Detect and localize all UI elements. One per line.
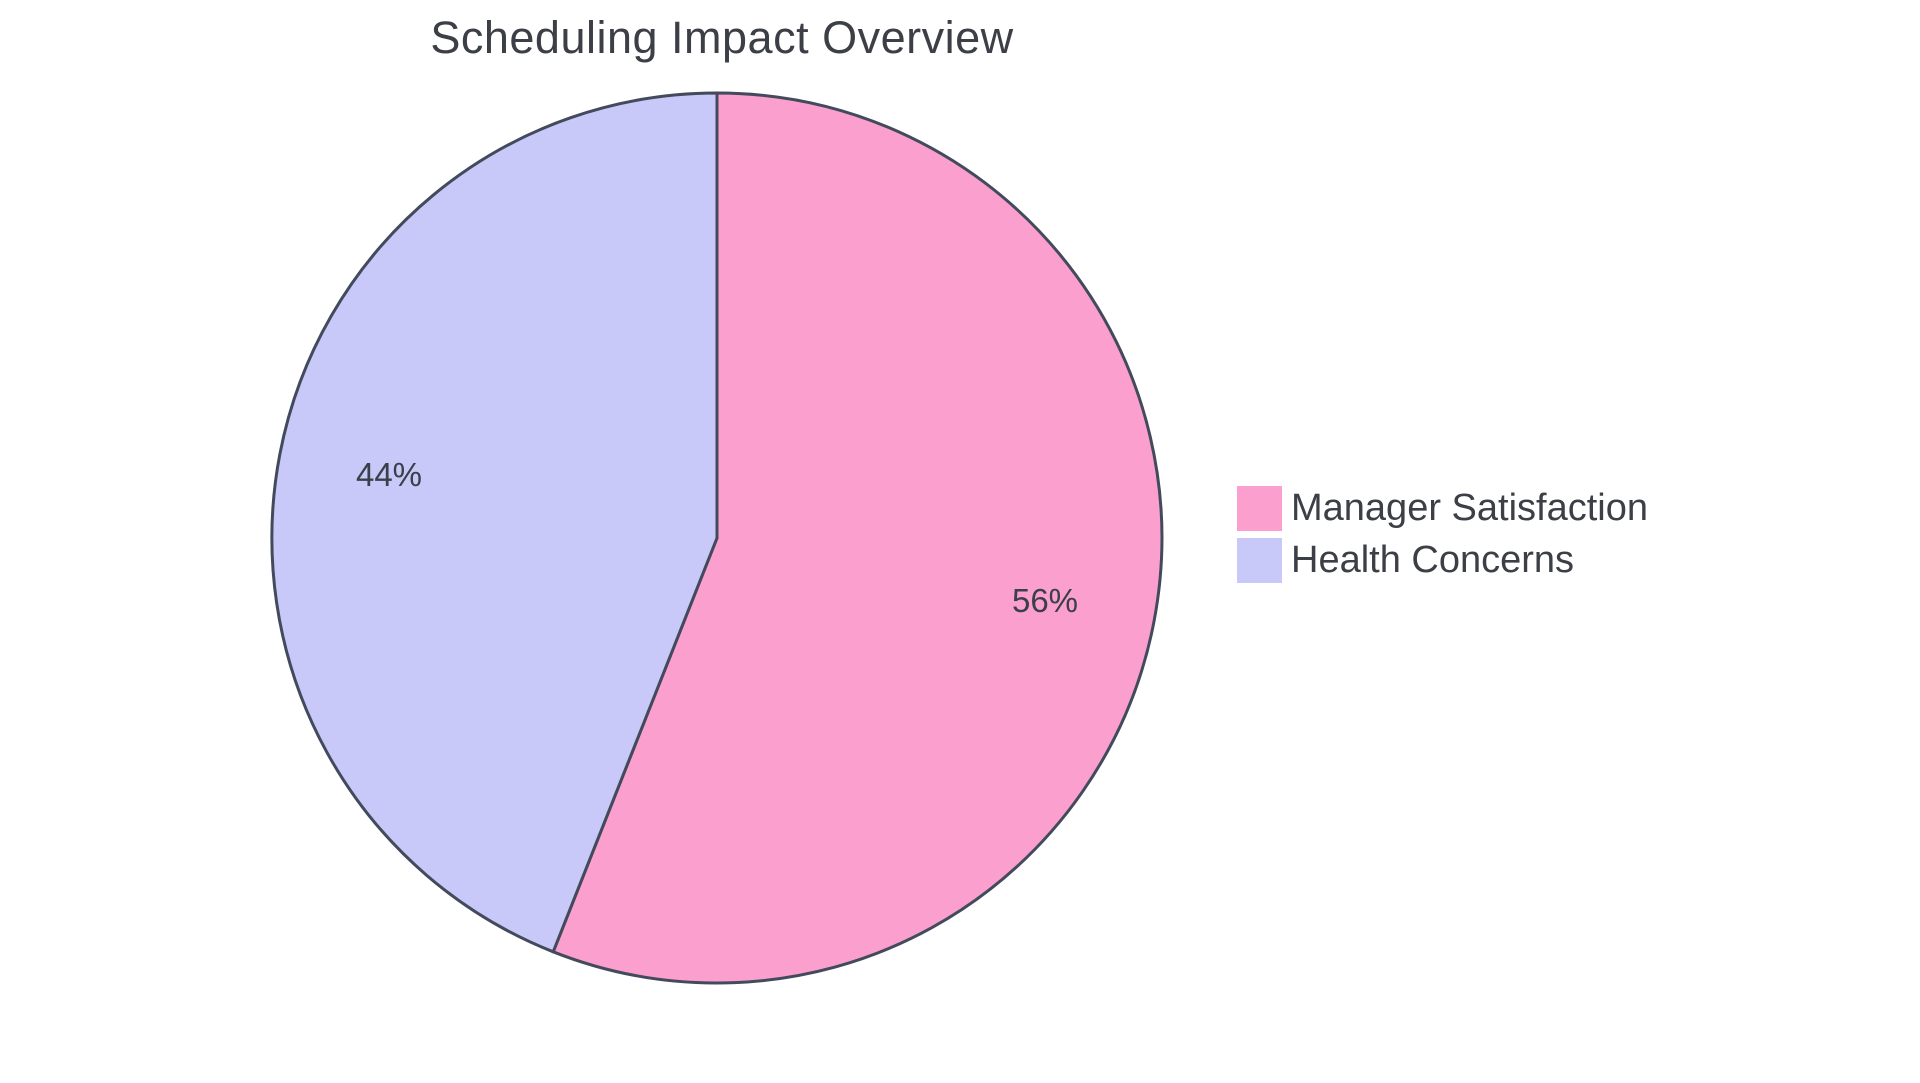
legend-label-manager-satisfaction: Manager Satisfaction (1291, 487, 1648, 529)
chart-title: Scheduling Impact Overview (430, 12, 1014, 63)
pie-slice-0[interactable] (551, 91, 1164, 985)
pie-slice-1[interactable] (270, 91, 719, 954)
legend-swatch-manager-satisfaction (1237, 486, 1282, 531)
legend-item-health-concerns[interactable]: Health Concerns (1237, 538, 1648, 583)
legend-item-manager-satisfaction[interactable]: Manager Satisfaction (1237, 486, 1648, 531)
legend: Manager Satisfaction Health Concerns (1237, 486, 1648, 583)
legend-swatch-health-concerns (1237, 538, 1282, 583)
legend-label-health-concerns: Health Concerns (1291, 539, 1575, 581)
